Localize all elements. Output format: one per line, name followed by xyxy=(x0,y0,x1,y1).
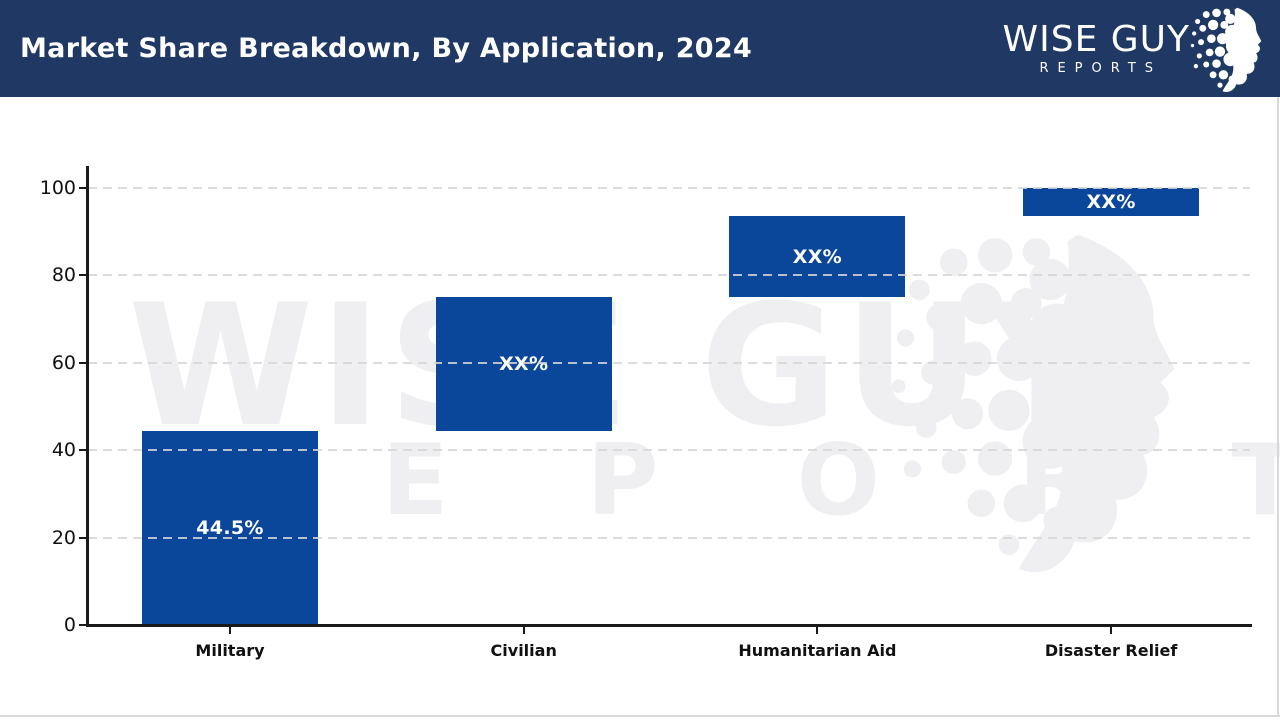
y-axis-line xyxy=(86,166,89,626)
bar-civilian: XX% xyxy=(435,297,612,431)
gridline-y100 xyxy=(88,187,1250,189)
gridline-y20 xyxy=(88,536,1250,539)
x-tick-label-civilian: Civilian xyxy=(490,641,557,660)
gridline-y40 xyxy=(88,449,1250,452)
y-tick-label: 40 xyxy=(51,439,76,462)
gridline-y80 xyxy=(88,274,1250,277)
x-tick-mark xyxy=(816,626,819,634)
bar-value-label: 44.5% xyxy=(196,516,264,539)
y-tick-label: 60 xyxy=(51,351,76,374)
x-tick-label-military: Military xyxy=(195,641,265,660)
x-tick-mark xyxy=(229,626,231,634)
y-tick-mark xyxy=(79,187,87,189)
watermark-face-icon xyxy=(891,234,1175,573)
bar-disaster-relief: XX% xyxy=(1023,188,1200,217)
x-tick-label-humanitarian-aid: Humanitarian Aid xyxy=(738,641,897,660)
logo-face-icon xyxy=(1190,7,1262,92)
y-tick-label: 100 xyxy=(39,177,76,199)
wise-guy-logo: WISE GUY REPORTS xyxy=(1003,6,1267,92)
page-bottom-border xyxy=(0,715,1280,717)
logo-text: WISE GUY REPORTS xyxy=(1002,18,1191,76)
y-tick-mark xyxy=(79,361,87,364)
y-tick-mark xyxy=(79,449,87,452)
logo-brand-sub: REPORTS xyxy=(1039,60,1163,76)
gridline-y60 xyxy=(88,361,1250,364)
x-tick-mark xyxy=(1110,626,1113,634)
page-title: Market Share Breakdown, By Application, … xyxy=(20,33,753,64)
x-tick-label-disaster-relief: Disaster Relief xyxy=(1044,641,1178,660)
bar-value-label: XX% xyxy=(499,352,549,375)
y-tick-mark xyxy=(79,274,87,277)
y-tick-label: 20 xyxy=(51,526,76,549)
x-tick-mark xyxy=(522,626,525,634)
logo-brand-name: WISE GUY xyxy=(1002,18,1190,60)
bar-value-label: XX% xyxy=(1086,191,1136,214)
bar-value-label: XX% xyxy=(792,245,843,268)
y-tick-label: 0 xyxy=(63,614,76,636)
y-tick-mark xyxy=(79,536,87,539)
x-axis-line xyxy=(86,624,1252,627)
bar-military: 44.5% xyxy=(142,430,318,625)
page-right-border xyxy=(1277,97,1279,717)
bar-humanitarian-aid: XX% xyxy=(729,216,906,298)
y-tick-mark xyxy=(79,624,87,626)
header: Market Share Breakdown, By Application, … xyxy=(0,0,1280,97)
y-tick-label: 80 xyxy=(51,264,76,287)
